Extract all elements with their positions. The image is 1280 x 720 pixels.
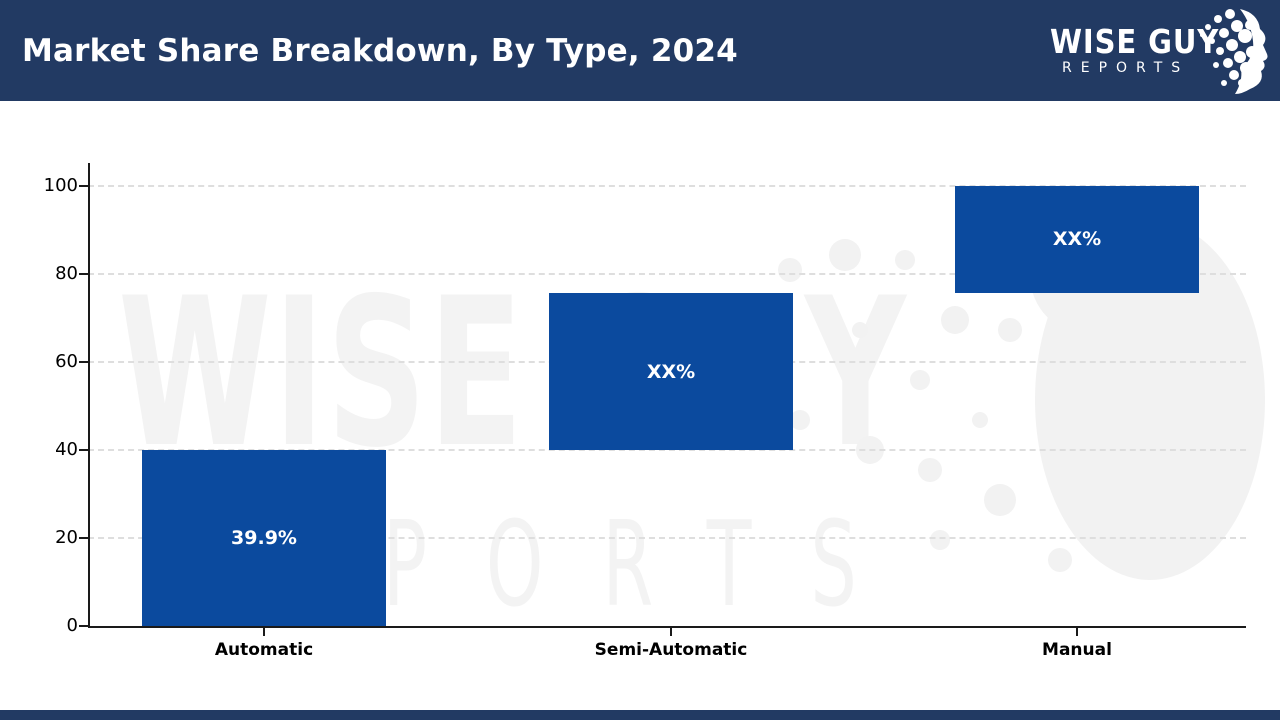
y-tick-mark bbox=[79, 625, 88, 627]
y-tick-label: 40 bbox=[55, 438, 78, 460]
page-title: Market Share Breakdown, By Type, 2024 bbox=[22, 32, 738, 69]
logo-reports-text: REPORTS bbox=[1062, 60, 1190, 76]
y-tick-label: 60 bbox=[55, 350, 78, 372]
bar-automatic: 39.9% bbox=[142, 450, 386, 626]
y-tick-mark bbox=[79, 536, 88, 539]
y-tick-label: 20 bbox=[55, 526, 78, 548]
y-tick-mark bbox=[79, 184, 88, 187]
bar-value-label: 39.9% bbox=[231, 527, 297, 550]
y-tick-mark bbox=[79, 272, 88, 275]
x-tick-mark bbox=[670, 628, 672, 636]
gridline-y-20 bbox=[88, 536, 1246, 539]
y-tick-label: 100 bbox=[43, 174, 78, 196]
logo-wordmark: WISE GUY bbox=[1050, 22, 1220, 61]
bar-manual: XX% bbox=[955, 185, 1199, 294]
y-tick-mark bbox=[79, 448, 88, 451]
bar-value-label: XX% bbox=[646, 360, 696, 383]
brand-logo: WISE GUY REPORTS bbox=[1010, 0, 1270, 101]
x-tick-mark bbox=[1076, 628, 1078, 636]
x-category-label: Automatic bbox=[214, 640, 314, 660]
header-bar: Market Share Breakdown, By Type, 2024 WI… bbox=[0, 0, 1280, 101]
bar-semi-automatic: XX% bbox=[549, 293, 793, 451]
gridline-y-80 bbox=[88, 272, 1246, 275]
y-axis-spine bbox=[88, 163, 90, 628]
bar-value-label: XX% bbox=[1052, 228, 1102, 251]
y-tick-label: 80 bbox=[55, 262, 78, 284]
y-tick-mark bbox=[79, 360, 88, 363]
x-tick-mark bbox=[263, 628, 265, 636]
x-axis-spine bbox=[88, 626, 1246, 628]
x-category-label: Manual bbox=[1042, 640, 1112, 660]
logo-face-icon bbox=[1200, 9, 1268, 94]
footer-strip bbox=[0, 710, 1280, 720]
gridline-y-100 bbox=[88, 184, 1246, 187]
y-tick-label: 0 bbox=[66, 615, 78, 636]
x-category-label: Semi-Automatic bbox=[594, 640, 748, 660]
